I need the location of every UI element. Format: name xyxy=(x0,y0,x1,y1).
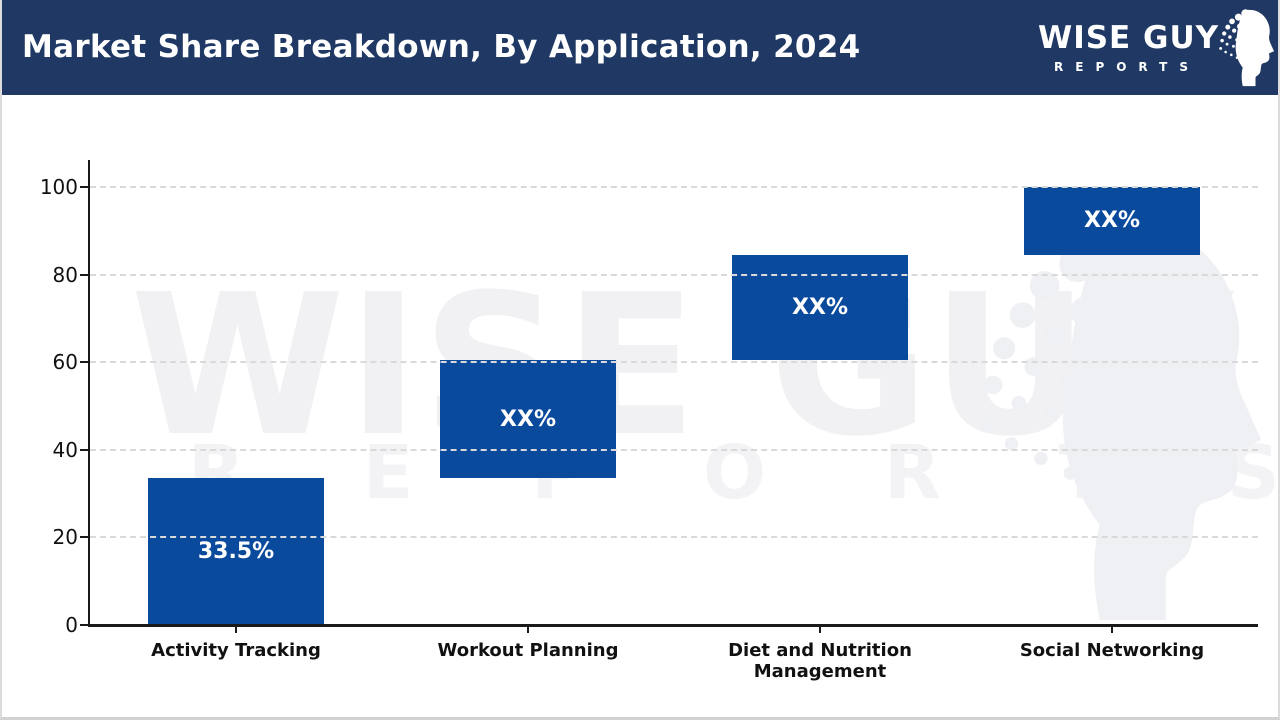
y-axis-tickmark xyxy=(80,536,89,539)
bar-value-label: 33.5% xyxy=(197,539,275,565)
y-axis-tickmark xyxy=(80,273,89,276)
bar-value-label: XX% xyxy=(500,406,556,432)
x-axis-tickmark xyxy=(235,625,237,633)
x-axis-label: Activity Tracking xyxy=(151,640,321,661)
gridline xyxy=(90,536,1258,539)
x-axis-label: Diet and Nutrition Management xyxy=(728,640,912,683)
x-axis-tickmark xyxy=(1111,625,1113,633)
x-axis-tickmark xyxy=(527,625,529,633)
logo-face-icon xyxy=(1219,9,1274,87)
gridline xyxy=(90,448,1258,451)
header-bar: Market Share Breakdown, By Application, … xyxy=(2,0,1278,95)
page-title: Market Share Breakdown, By Application, … xyxy=(22,29,861,65)
bar-activity-tracking: 33.5% xyxy=(148,478,324,625)
x-axis-label: Social Networking xyxy=(1019,640,1205,661)
y-axis-tickmark xyxy=(80,624,89,626)
y-axis-tick-label: 100 xyxy=(39,175,78,199)
y-axis-tick-label: 20 xyxy=(52,525,78,550)
bar-workout-planning: XX% xyxy=(440,360,616,479)
logo-subtext: REPORTS xyxy=(1054,60,1200,74)
y-axis-line xyxy=(88,160,90,627)
gridline xyxy=(90,186,1258,188)
x-axis-tickmark xyxy=(819,625,821,633)
bar-social-networking: XX% xyxy=(1024,187,1200,255)
y-axis-tickmark xyxy=(80,361,89,364)
x-axis-label: Workout Planning xyxy=(437,640,619,661)
y-axis-tick-label: 80 xyxy=(52,262,78,287)
y-axis-tickmark xyxy=(80,448,89,451)
y-axis-tick-label: 60 xyxy=(52,350,78,375)
y-axis-tick-label: 40 xyxy=(52,437,78,462)
watermark-face-icon xyxy=(978,223,1262,620)
y-axis-tickmark xyxy=(80,186,89,188)
bar-diet-and-nutrition-management: XX% xyxy=(732,254,908,360)
gridline xyxy=(90,361,1258,364)
bar-value-label: XX% xyxy=(792,294,848,320)
brand-logo: WISE GUY REPORTS xyxy=(1010,4,1274,92)
bar-value-label: XX% xyxy=(1084,208,1140,234)
logo-wordmark: WISE GUY xyxy=(1038,20,1220,56)
x-axis-line xyxy=(88,624,1258,627)
y-axis-tick-label: 0 xyxy=(65,613,78,637)
watermark-wordmark: WISE GUY xyxy=(130,252,1235,479)
gridline xyxy=(90,273,1258,276)
